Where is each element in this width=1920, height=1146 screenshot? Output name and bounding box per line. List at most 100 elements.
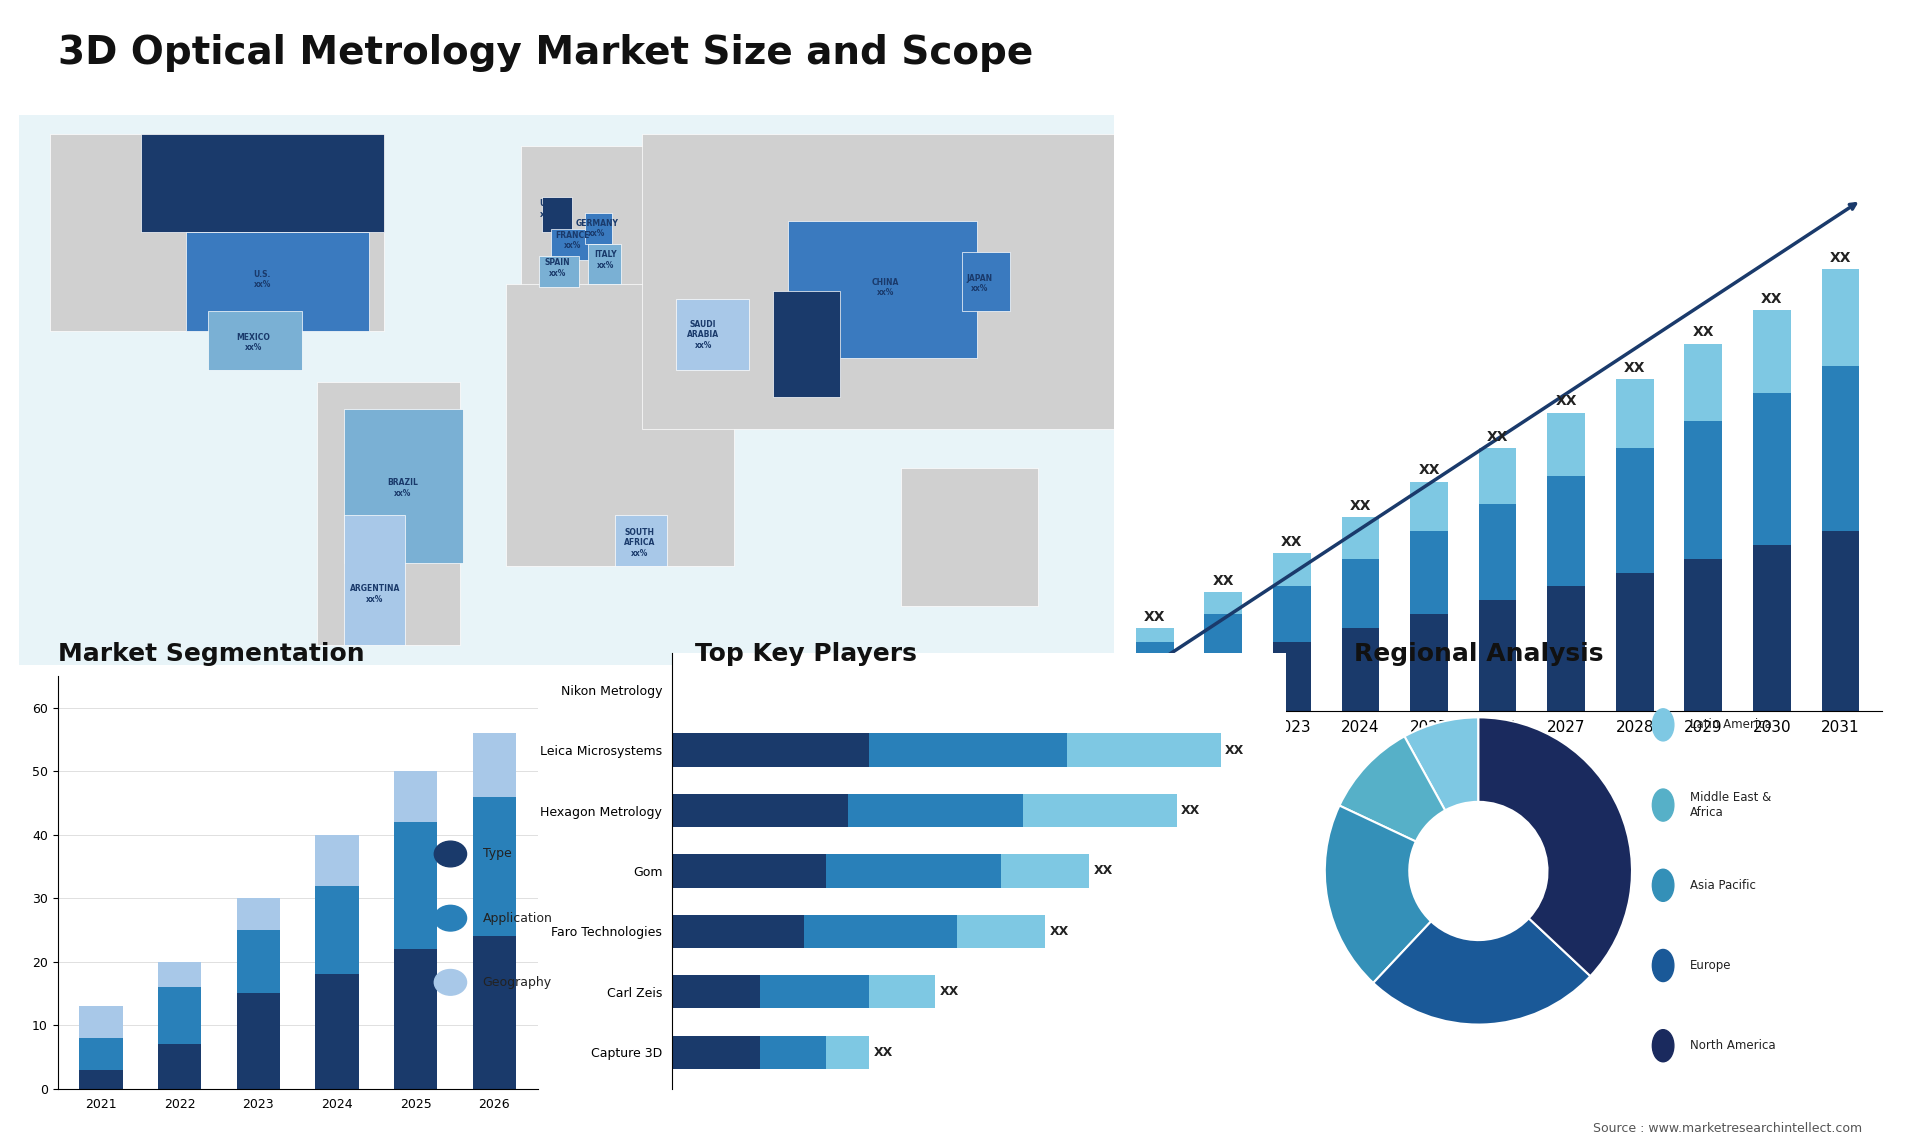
Text: XX: XX xyxy=(1144,610,1165,623)
Text: ITALY
xx%: ITALY xx% xyxy=(595,250,616,269)
Polygon shape xyxy=(676,299,749,370)
Bar xyxy=(1478,601,1517,711)
Polygon shape xyxy=(774,291,841,398)
Bar xyxy=(958,915,1044,948)
Polygon shape xyxy=(789,221,977,359)
Text: XX: XX xyxy=(939,986,958,998)
Polygon shape xyxy=(505,283,733,566)
Polygon shape xyxy=(551,228,591,260)
Circle shape xyxy=(1653,790,1674,821)
Bar xyxy=(1617,448,1653,573)
Bar xyxy=(1548,413,1586,476)
Bar xyxy=(472,796,516,936)
Bar xyxy=(1137,642,1173,669)
Bar xyxy=(870,733,1068,767)
Text: U.K.
xx%: U.K. xx% xyxy=(540,199,557,219)
Circle shape xyxy=(1653,869,1674,901)
Text: XX: XX xyxy=(1281,535,1302,549)
Text: CANADA
xx%: CANADA xx% xyxy=(213,172,250,191)
Bar xyxy=(1409,614,1448,711)
Text: 3D Optical Metrology Market Size and Scope: 3D Optical Metrology Market Size and Sco… xyxy=(58,34,1033,72)
Polygon shape xyxy=(520,146,703,291)
Text: INDIA
xx%: INDIA xx% xyxy=(795,337,818,356)
Bar xyxy=(315,834,359,886)
Text: U.S.
xx%: U.S. xx% xyxy=(253,270,271,289)
Text: XX: XX xyxy=(1555,394,1576,408)
Text: Type: Type xyxy=(482,848,511,861)
Polygon shape xyxy=(207,311,301,370)
Bar xyxy=(236,898,280,931)
Bar xyxy=(1068,733,1221,767)
Bar xyxy=(236,931,280,994)
Text: GERMANY
xx%: GERMANY xx% xyxy=(576,219,618,238)
Text: XX: XX xyxy=(1624,361,1645,375)
Bar xyxy=(672,794,847,827)
Bar xyxy=(1273,587,1311,642)
Bar xyxy=(472,733,516,796)
Polygon shape xyxy=(50,134,384,331)
Text: SAUDI
ARABIA
xx%: SAUDI ARABIA xx% xyxy=(687,320,720,350)
Text: XX: XX xyxy=(1830,251,1851,265)
Bar xyxy=(1342,517,1379,559)
Bar xyxy=(1000,854,1089,888)
Bar xyxy=(804,915,958,948)
Bar xyxy=(1204,591,1242,614)
Circle shape xyxy=(1653,1030,1674,1061)
Bar xyxy=(1548,587,1586,711)
Bar xyxy=(1684,421,1722,559)
Bar xyxy=(760,975,870,1008)
Text: XX: XX xyxy=(1419,463,1440,478)
Bar xyxy=(1409,532,1448,614)
Wedge shape xyxy=(1404,717,1478,810)
Text: XX: XX xyxy=(874,1046,893,1059)
Bar xyxy=(472,936,516,1089)
Text: Geography: Geography xyxy=(482,976,551,989)
Text: Application: Application xyxy=(482,912,553,925)
Bar xyxy=(1548,476,1586,587)
Bar xyxy=(672,975,760,1008)
Circle shape xyxy=(1653,949,1674,981)
Text: Market Segmentation: Market Segmentation xyxy=(58,642,365,666)
Polygon shape xyxy=(140,134,384,233)
Circle shape xyxy=(434,970,467,995)
Bar xyxy=(1409,481,1448,532)
Text: ARGENTINA
xx%: ARGENTINA xx% xyxy=(349,584,399,604)
Bar xyxy=(315,886,359,974)
Polygon shape xyxy=(541,197,572,233)
Bar xyxy=(1204,656,1242,711)
Bar xyxy=(672,1036,760,1069)
Bar xyxy=(826,854,1000,888)
Bar xyxy=(394,822,438,949)
Text: FRANCE
xx%: FRANCE xx% xyxy=(555,230,589,250)
Polygon shape xyxy=(614,516,666,566)
Text: Regional Analysis: Regional Analysis xyxy=(1354,642,1603,666)
Bar xyxy=(1822,269,1859,366)
Bar xyxy=(1684,344,1722,421)
Polygon shape xyxy=(588,244,622,283)
Bar xyxy=(1617,379,1653,448)
Bar xyxy=(236,994,280,1089)
Bar xyxy=(1478,448,1517,503)
Bar xyxy=(1273,554,1311,587)
Bar xyxy=(760,1036,826,1069)
Bar xyxy=(1137,628,1173,642)
Bar xyxy=(672,733,870,767)
Bar xyxy=(1478,503,1517,601)
Bar xyxy=(394,949,438,1089)
Text: MARKET
RESEARCH
INTELLECT: MARKET RESEARCH INTELLECT xyxy=(1716,42,1770,73)
Text: Asia Pacific: Asia Pacific xyxy=(1690,879,1757,892)
Wedge shape xyxy=(1373,918,1590,1025)
Polygon shape xyxy=(962,252,1010,311)
Polygon shape xyxy=(317,382,461,645)
Bar xyxy=(1684,559,1722,711)
Bar xyxy=(826,1036,870,1069)
Bar xyxy=(79,1069,123,1089)
Text: Latin America: Latin America xyxy=(1690,719,1772,731)
Text: XX: XX xyxy=(1213,574,1235,588)
Text: North America: North America xyxy=(1690,1039,1776,1052)
Bar xyxy=(1273,642,1311,711)
Text: Source : www.marketresearchintellect.com: Source : www.marketresearchintellect.com xyxy=(1594,1122,1862,1135)
Text: Middle East &
Africa: Middle East & Africa xyxy=(1690,791,1772,819)
Text: XX: XX xyxy=(1092,864,1112,878)
Text: XX: XX xyxy=(1761,292,1782,306)
